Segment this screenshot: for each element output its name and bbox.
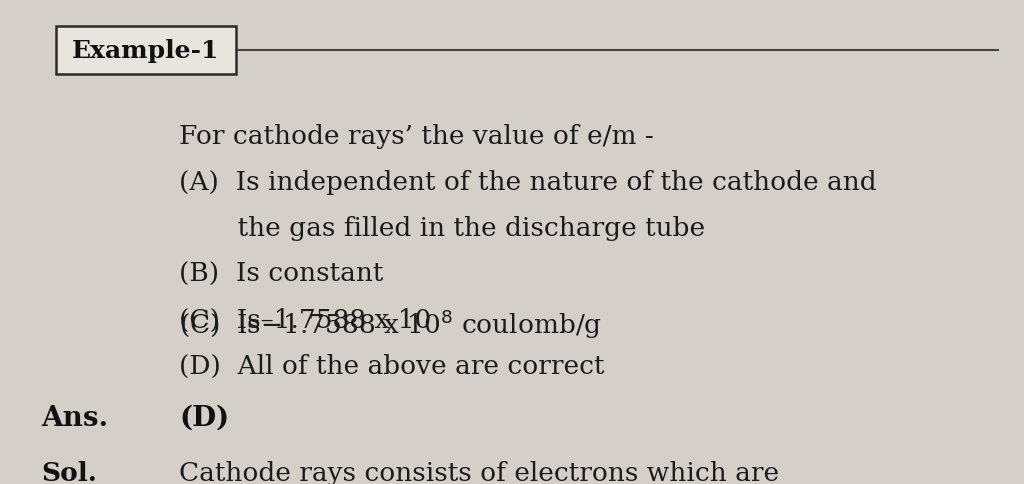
Text: (D)  All of the above are correct: (D) All of the above are correct [179, 353, 605, 378]
Text: (C)  Is–1.7588 x 10: (C) Is–1.7588 x 10 [179, 307, 431, 333]
Text: Cathode rays consists of electrons which are: Cathode rays consists of electrons which… [179, 460, 779, 484]
Text: (B)  Is constant: (B) Is constant [179, 261, 384, 287]
Text: (C)  Is$-$1.7588 x 10$^{8}$ coulomb/g: (C) Is$-$1.7588 x 10$^{8}$ coulomb/g [179, 307, 602, 341]
FancyBboxPatch shape [56, 27, 236, 75]
Text: Ans.: Ans. [41, 404, 109, 431]
Text: For cathode rays’ the value of e/m -: For cathode rays’ the value of e/m - [179, 123, 654, 149]
Text: (D): (D) [179, 404, 229, 431]
Text: the gas filled in the discharge tube: the gas filled in the discharge tube [179, 215, 706, 241]
Text: (A)  Is independent of the nature of the cathode and: (A) Is independent of the nature of the … [179, 169, 877, 195]
Text: Sol.: Sol. [41, 460, 97, 484]
Text: Example-1: Example-1 [73, 39, 219, 63]
